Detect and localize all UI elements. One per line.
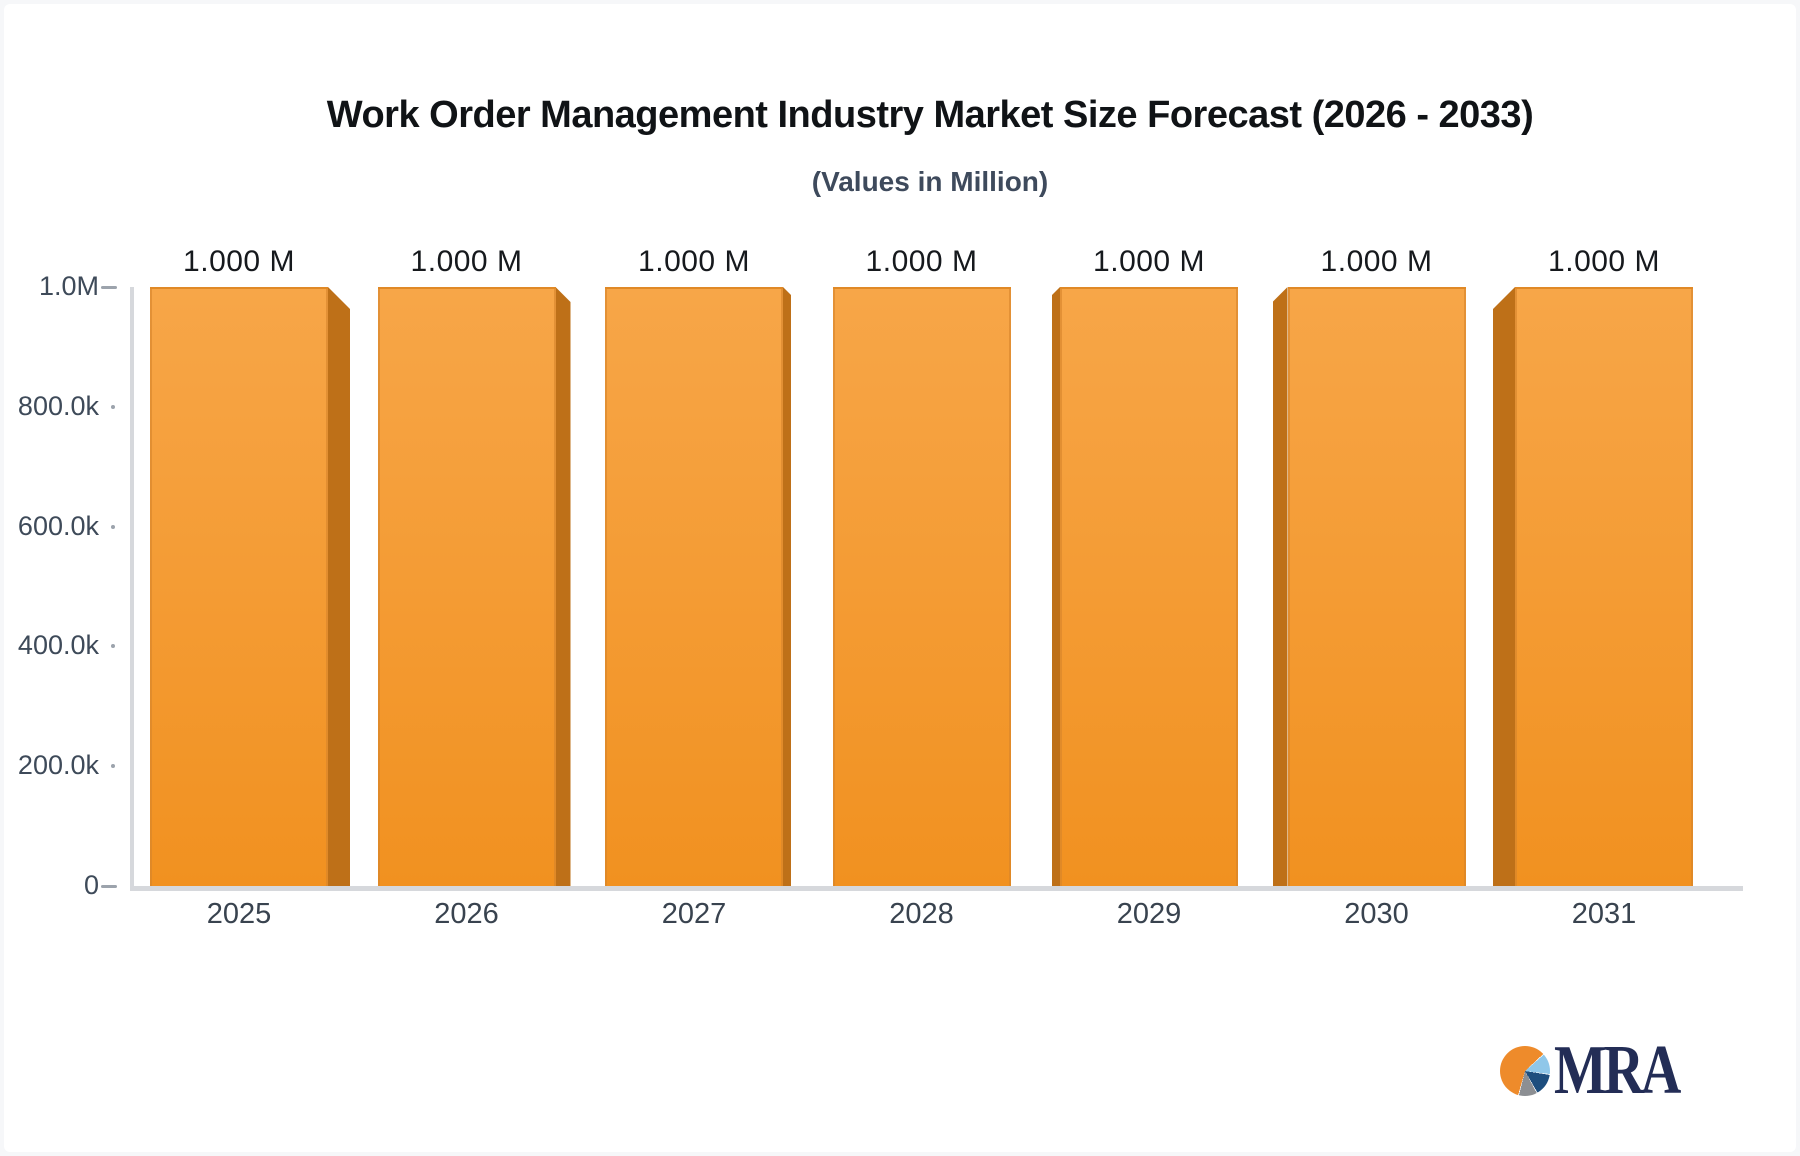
mra-logo: MRA [1500,1036,1709,1106]
bar-2031[interactable] [1515,287,1693,886]
x-tick-label: 2028 [889,898,954,930]
bar-value-label: 1.000 M [1093,245,1205,278]
x-tick-label: 2027 [661,898,727,930]
bar-2026[interactable] [377,287,556,886]
bar-side-2026 [555,287,571,886]
x-tick-label: 2030 [1344,898,1409,930]
bar-value-label: 1.000 M [1548,245,1660,278]
x-axis-line [130,886,1743,891]
bar-2025[interactable] [150,287,328,886]
y-tick-mark [111,404,115,409]
bar-side-2025 [328,287,350,886]
y-tick-mark [101,884,117,888]
bar-2027[interactable] [605,287,783,886]
bar-value-label: 1.000 M [410,245,523,278]
x-tick-label: 2029 [1116,898,1182,930]
pie-logo-icon [1500,1046,1550,1096]
bar-side-2029 [1052,287,1060,886]
y-tick-mark [101,285,117,289]
bar-value-label: 1.000 M [1320,245,1433,278]
x-tick-label: 2025 [206,898,272,930]
x-tick-label: 2031 [1571,898,1637,930]
y-tick-label: 1.0M [38,271,99,301]
logo-text: MRA [1554,1032,1681,1109]
bar-2030[interactable] [1287,287,1466,886]
bar-side-2027 [783,287,791,886]
bar-side-2031 [1493,287,1515,886]
bar-side-2030 [1272,287,1288,886]
bar-value-label: 1.000 M [865,245,978,278]
y-tick-label: 400.0k [17,630,99,661]
y-tick-mark [111,644,115,649]
bar-2028[interactable] [832,287,1011,886]
y-tick-mark [111,524,115,529]
chart-title: Work Order Management Industry Market Si… [326,94,1534,136]
bar-value-label: 1.000 M [183,245,295,278]
y-axis-line [130,287,134,891]
y-tick-label: 600.0k [17,510,99,541]
y-tick-mark [111,764,115,769]
chart-subtitle: (Values in Million) [811,166,1049,197]
bar-2029[interactable] [1060,287,1238,886]
y-tick-label: 800.0k [17,390,99,421]
y-tick-label: 0 [83,870,99,900]
x-tick-label: 2026 [434,898,499,930]
bar-value-label: 1.000 M [638,245,750,278]
y-tick-label: 200.0k [17,750,99,781]
